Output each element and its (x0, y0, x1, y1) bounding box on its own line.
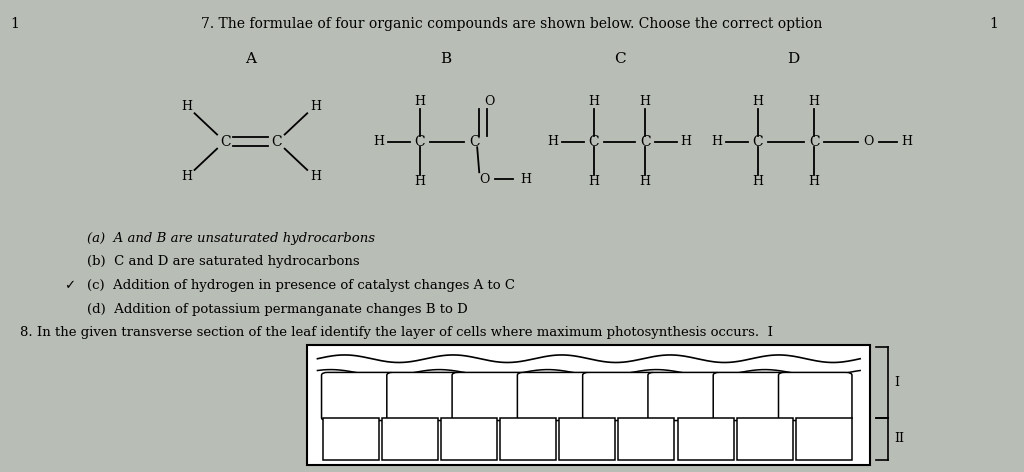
Text: D: D (787, 52, 800, 66)
Text: H: H (520, 173, 530, 186)
Bar (678, 418, 733, 460)
Text: H: H (415, 175, 425, 188)
Text: 7. The formulae of four organic compounds are shown below. Choose the correct op: 7. The formulae of four organic compound… (202, 17, 822, 31)
FancyBboxPatch shape (387, 372, 461, 421)
FancyBboxPatch shape (453, 372, 525, 421)
Text: C: C (271, 135, 282, 149)
Text: (c)  Addition of hydrogen in presence of catalyst changes A to C: (c) Addition of hydrogen in presence of … (87, 279, 515, 292)
Text: I: I (894, 376, 899, 389)
Text: H: H (374, 135, 384, 148)
Text: 1: 1 (989, 17, 998, 31)
Text: C: C (469, 135, 479, 149)
Text: (a)  A and B are unsaturated hydrocarbons: (a) A and B are unsaturated hydrocarbons (87, 232, 375, 245)
Text: H: H (181, 170, 191, 184)
Text: (b)  C and D are saturated hydrocarbons: (b) C and D are saturated hydrocarbons (87, 255, 359, 269)
Text: C: C (220, 135, 230, 149)
Text: C: C (589, 135, 599, 149)
Text: H: H (181, 100, 191, 113)
FancyBboxPatch shape (648, 372, 721, 421)
Text: H: H (310, 170, 321, 184)
Text: C: C (809, 135, 819, 149)
Text: H: H (589, 175, 599, 188)
Text: O: O (863, 135, 873, 148)
Text: H: H (310, 100, 321, 113)
Bar (500, 418, 556, 460)
Text: H: H (640, 95, 650, 108)
Text: C: C (640, 135, 650, 149)
Text: C: C (613, 52, 626, 66)
FancyBboxPatch shape (517, 372, 591, 421)
Text: 8. In the given transverse section of the leaf identify the layer of cells where: 8. In the given transverse section of th… (20, 326, 773, 339)
FancyBboxPatch shape (778, 372, 852, 421)
Text: H: H (548, 135, 558, 148)
Bar (796, 418, 852, 460)
Text: H: H (681, 135, 691, 148)
Text: A: A (246, 52, 256, 66)
Text: H: H (712, 135, 722, 148)
Text: H: H (589, 95, 599, 108)
Text: ✓: ✓ (63, 279, 75, 292)
FancyBboxPatch shape (322, 372, 395, 421)
Bar (736, 418, 793, 460)
FancyBboxPatch shape (583, 372, 656, 421)
Text: H: H (753, 95, 763, 108)
Bar (307, 345, 870, 465)
Text: II: II (894, 432, 904, 446)
Text: H: H (809, 95, 819, 108)
Bar (618, 418, 675, 460)
Text: C: C (753, 135, 763, 149)
Text: B: B (440, 52, 451, 66)
Text: C: C (415, 135, 425, 149)
Bar (382, 418, 438, 460)
Text: H: H (415, 95, 425, 108)
Text: O: O (484, 95, 495, 108)
Bar (441, 418, 497, 460)
Text: H: H (809, 175, 819, 188)
Text: 1: 1 (10, 17, 19, 31)
FancyBboxPatch shape (713, 372, 786, 421)
Text: (d)  Addition of potassium permanganate changes B to D: (d) Addition of potassium permanganate c… (87, 303, 468, 316)
Text: H: H (753, 175, 763, 188)
Text: H: H (902, 135, 912, 148)
Bar (559, 418, 615, 460)
Bar (323, 418, 379, 460)
Text: O: O (479, 173, 489, 186)
Text: H: H (640, 175, 650, 188)
